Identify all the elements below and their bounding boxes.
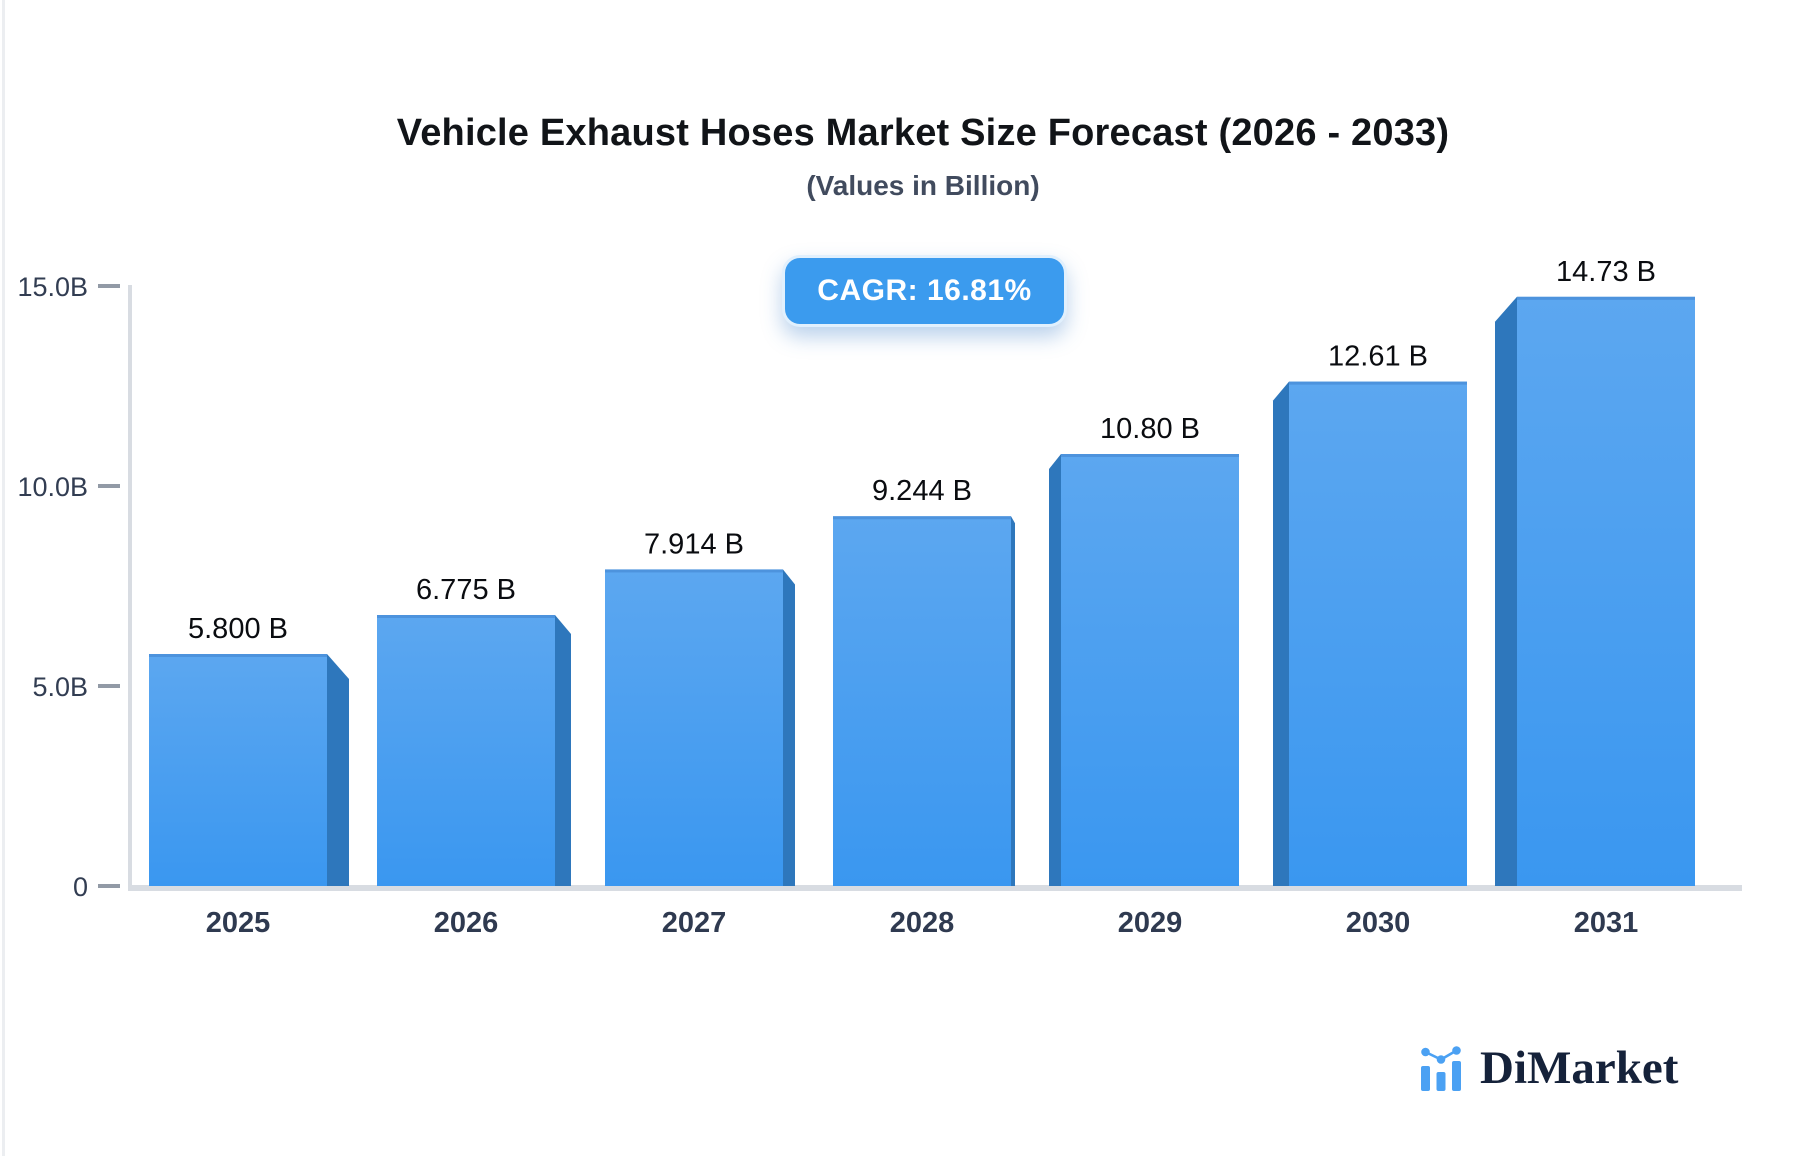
value-label: 10.80 B: [1100, 413, 1200, 445]
bar-face: [833, 516, 1011, 886]
bar-side-face: [783, 569, 795, 886]
bar-top-edge: [377, 615, 555, 618]
logo-bar: [1436, 1072, 1446, 1091]
bar-face: [1289, 381, 1467, 886]
chart-title: Vehicle Exhaust Hoses Market Size Foreca…: [396, 112, 1450, 154]
value-label: 14.73 B: [1556, 256, 1656, 288]
bar-top-edge: [1061, 454, 1239, 457]
cagr-badge: CAGR: 16.81%: [782, 255, 1067, 327]
bar-face: [149, 654, 327, 886]
bar-side-face: [1495, 296, 1517, 886]
y-tick-label: 0: [73, 872, 88, 902]
category-label: 2029: [1118, 907, 1183, 939]
logo-dot: [1436, 1055, 1446, 1064]
x-axis-line: [128, 885, 1742, 891]
logo-bar: [1421, 1066, 1430, 1091]
logo-text: DiMarket: [1480, 1042, 1679, 1095]
y-tick-label: 15.0B: [17, 272, 88, 302]
bar-top-edge: [149, 654, 327, 657]
value-label: 9.244 B: [872, 475, 972, 507]
bar-2026: [377, 615, 571, 886]
bar-top-edge: [605, 569, 783, 573]
bar-2029: [1049, 454, 1239, 886]
chart-labels: 5.800 B 2025 6.775 B 2026 7.914 B 2027 9.244 B…: [188, 256, 1656, 939]
category-label: 2026: [434, 907, 499, 939]
category-label: 2027: [662, 907, 727, 939]
logo-bar: [1452, 1061, 1461, 1091]
y-axis-line: [128, 285, 132, 891]
chart-subtitle: (Values in Billion): [806, 170, 1040, 201]
dimarket-logo-icon: [1421, 1046, 1461, 1091]
y-tick-label: 10.0B: [17, 472, 88, 502]
bar-side-face: [1273, 381, 1289, 886]
value-label: 5.800 B: [188, 613, 288, 645]
category-label: 2031: [1574, 907, 1639, 939]
category-label: 2030: [1346, 907, 1411, 939]
category-label: 2025: [206, 907, 271, 939]
bar-2027: [605, 569, 795, 886]
bar-face: [605, 569, 783, 886]
bar-top-edge: [1517, 296, 1695, 300]
bar-2025: [149, 654, 349, 886]
bar-side-face: [1049, 454, 1061, 886]
bar-2030: [1273, 381, 1467, 886]
bar-2031: [1495, 296, 1695, 886]
left-edge-divider: [2, 0, 5, 1156]
bar-side-face: [555, 615, 571, 886]
bar-top-edge: [1289, 381, 1467, 385]
logo-dot: [1452, 1046, 1461, 1055]
axes: 0 5.0B 10.0B 15.0B: [17, 272, 1742, 902]
bar-face: [377, 615, 555, 886]
y-tick-label: 5.0B: [32, 672, 88, 702]
value-label: 6.775 B: [416, 574, 516, 606]
value-label: 7.914 B: [644, 528, 744, 560]
bar-2028: [833, 516, 1015, 886]
bar-top-edge: [833, 516, 1011, 520]
logo-dot: [1421, 1047, 1430, 1057]
bar-side-face: [1011, 516, 1015, 886]
logo: DiMarket: [1421, 1041, 1679, 1095]
bar-face: [1517, 296, 1695, 886]
value-label: 12.61 B: [1328, 341, 1428, 373]
bar-side-face: [327, 654, 349, 886]
bar-face: [1061, 454, 1239, 886]
bar-series: [149, 296, 1695, 886]
category-label: 2028: [890, 907, 955, 939]
